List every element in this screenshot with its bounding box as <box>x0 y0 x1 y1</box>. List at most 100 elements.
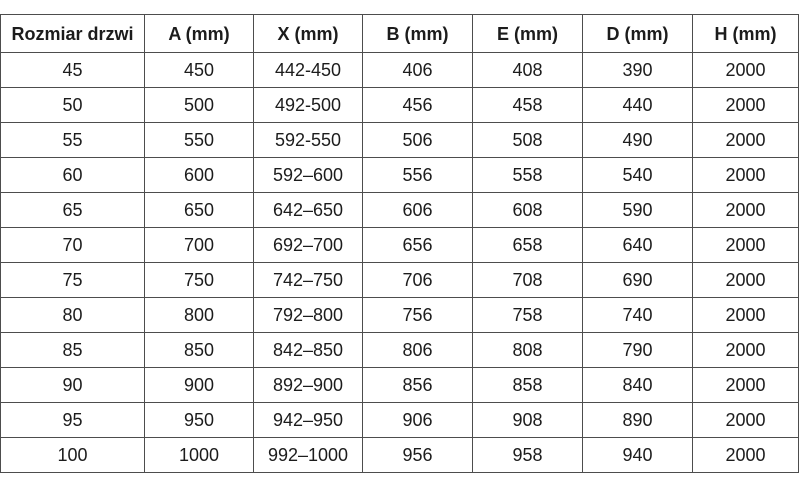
table-cell: 508 <box>472 122 583 158</box>
table-row: 85 850 842–850 806 808 790 2000 <box>0 332 799 368</box>
table-cell: 2000 <box>692 52 799 88</box>
table-cell: 408 <box>472 52 583 88</box>
table-cell: 550 <box>144 122 254 158</box>
table-cell: 640 <box>582 227 693 263</box>
table-cell: 2000 <box>692 367 799 403</box>
table-row: 100 1000 992–1000 956 958 940 2000 <box>0 437 799 473</box>
table-cell: 942–950 <box>253 402 363 438</box>
header-row: Rozmiar drzwi A (mm) X (mm) B (mm) E (mm) D (… <box>0 14 799 53</box>
table-cell: 490 <box>582 122 693 158</box>
table-cell: 742–750 <box>253 262 363 298</box>
table-cell: 840 <box>582 367 693 403</box>
table-cell: 85 <box>0 332 145 368</box>
table-cell: 692–700 <box>253 227 363 263</box>
table-cell: 808 <box>472 332 583 368</box>
door-size-table: Rozmiar drzwi A (mm) X (mm) B (mm) E (mm) D (… <box>0 14 799 473</box>
table-cell: 80 <box>0 297 145 333</box>
table-cell: 2000 <box>692 437 799 473</box>
column-header: A (mm) <box>144 14 254 53</box>
table-cell: 758 <box>472 297 583 333</box>
table-cell: 500 <box>144 87 254 123</box>
table-cell: 706 <box>362 262 473 298</box>
table-cell: 50 <box>0 87 145 123</box>
table-cell: 992–1000 <box>253 437 363 473</box>
table-row: 80 800 792–800 756 758 740 2000 <box>0 297 799 333</box>
table-cell: 2000 <box>692 87 799 123</box>
table-cell: 2000 <box>692 192 799 228</box>
table-cell: 656 <box>362 227 473 263</box>
table-body: 45 450 442-450 406 408 390 2000 50 500 492-500 456… <box>0 52 799 473</box>
table-cell: 590 <box>582 192 693 228</box>
column-header: E (mm) <box>472 14 583 53</box>
table-cell: 90 <box>0 367 145 403</box>
table-row: 45 450 442-450 406 408 390 2000 <box>0 52 799 88</box>
table-cell: 956 <box>362 437 473 473</box>
table-cell: 440 <box>582 87 693 123</box>
table-cell: 2000 <box>692 157 799 193</box>
table-cell: 592-550 <box>253 122 363 158</box>
table-cell: 390 <box>582 52 693 88</box>
table-cell: 900 <box>144 367 254 403</box>
table-cell: 842–850 <box>253 332 363 368</box>
table-cell: 60 <box>0 157 145 193</box>
table-cell: 958 <box>472 437 583 473</box>
table-cell: 75 <box>0 262 145 298</box>
table-cell: 55 <box>0 122 145 158</box>
table-cell: 65 <box>0 192 145 228</box>
table-cell: 906 <box>362 402 473 438</box>
table-cell: 70 <box>0 227 145 263</box>
table-cell: 2000 <box>692 227 799 263</box>
table-cell: 950 <box>144 402 254 438</box>
table-cell: 406 <box>362 52 473 88</box>
table-row: 90 900 892–900 856 858 840 2000 <box>0 367 799 403</box>
table-cell: 658 <box>472 227 583 263</box>
table-cell: 858 <box>472 367 583 403</box>
table-row: 70 700 692–700 656 658 640 2000 <box>0 227 799 263</box>
table-cell: 606 <box>362 192 473 228</box>
table-cell: 45 <box>0 52 145 88</box>
table-cell: 800 <box>144 297 254 333</box>
table-cell: 890 <box>582 402 693 438</box>
table-row: 55 550 592-550 506 508 490 2000 <box>0 122 799 158</box>
table-cell: 506 <box>362 122 473 158</box>
table-cell: 2000 <box>692 402 799 438</box>
table-cell: 790 <box>582 332 693 368</box>
table-cell: 650 <box>144 192 254 228</box>
table-row: 65 650 642–650 606 608 590 2000 <box>0 192 799 228</box>
table-cell: 442-450 <box>253 52 363 88</box>
table-cell: 690 <box>582 262 693 298</box>
table-cell: 708 <box>472 262 583 298</box>
table-cell: 700 <box>144 227 254 263</box>
table-cell: 2000 <box>692 122 799 158</box>
table-cell: 450 <box>144 52 254 88</box>
table-cell: 95 <box>0 402 145 438</box>
table-row: 95 950 942–950 906 908 890 2000 <box>0 402 799 438</box>
table-cell: 492-500 <box>253 87 363 123</box>
column-header: B (mm) <box>362 14 473 53</box>
table-cell: 850 <box>144 332 254 368</box>
column-header: H (mm) <box>692 14 799 53</box>
column-header: Rozmiar drzwi <box>0 14 145 53</box>
table-cell: 2000 <box>692 262 799 298</box>
table-cell: 558 <box>472 157 583 193</box>
table-cell: 456 <box>362 87 473 123</box>
table-cell: 2000 <box>692 332 799 368</box>
table-cell: 458 <box>472 87 583 123</box>
column-header: D (mm) <box>582 14 693 53</box>
table-cell: 540 <box>582 157 693 193</box>
table-cell: 940 <box>582 437 693 473</box>
table-cell: 556 <box>362 157 473 193</box>
table-cell: 600 <box>144 157 254 193</box>
table-cell: 756 <box>362 297 473 333</box>
table-row: 60 600 592–600 556 558 540 2000 <box>0 157 799 193</box>
table-cell: 908 <box>472 402 583 438</box>
table-row: 50 500 492-500 456 458 440 2000 <box>0 87 799 123</box>
table-row: 75 750 742–750 706 708 690 2000 <box>0 262 799 298</box>
table-cell: 592–600 <box>253 157 363 193</box>
table-cell: 2000 <box>692 297 799 333</box>
table-cell: 806 <box>362 332 473 368</box>
table-cell: 892–900 <box>253 367 363 403</box>
column-header: X (mm) <box>253 14 363 53</box>
table-cell: 100 <box>0 437 145 473</box>
table-cell: 856 <box>362 367 473 403</box>
